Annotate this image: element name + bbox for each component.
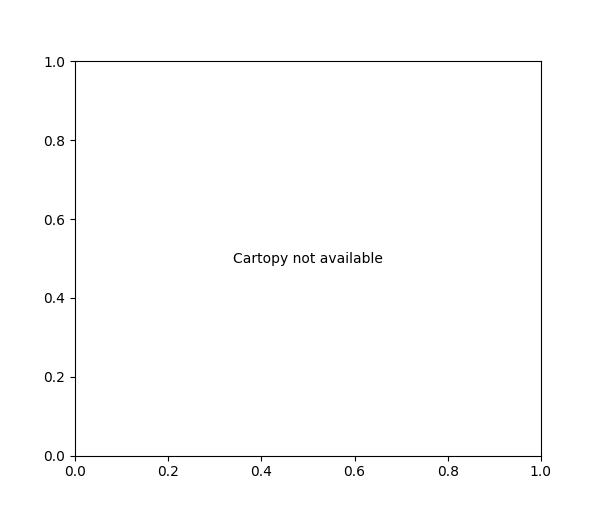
Text: Cartopy not available: Cartopy not available (233, 251, 383, 266)
